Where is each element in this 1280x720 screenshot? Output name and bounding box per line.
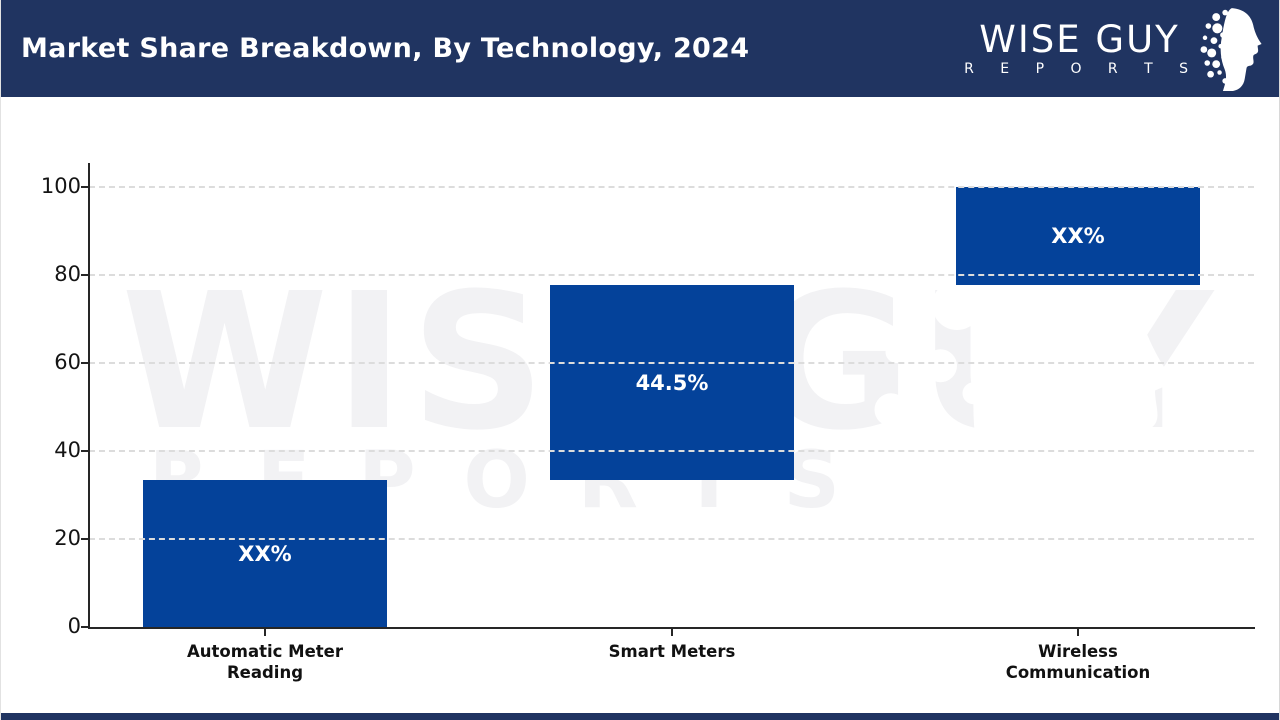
x-category-label-3: Wireless Communication	[1005, 642, 1151, 683]
logo-sub: R E P O R T S	[964, 61, 1199, 77]
bar-2[interactable]	[550, 284, 794, 481]
gridline-80	[89, 274, 1254, 276]
y-tick-label-100: 100	[40, 174, 81, 198]
y-tick-label-0: 0	[67, 614, 81, 638]
header-bar: Market Share Breakdown, By Technology, 2…	[1, 0, 1279, 97]
y-tick-label-40: 40	[54, 438, 81, 462]
gridline-60	[89, 362, 1254, 364]
bar-value-label-2: 44.5%	[635, 370, 709, 395]
gridline-40	[89, 450, 1254, 452]
x-tick-2	[671, 629, 673, 636]
gridline-100	[89, 186, 1254, 188]
y-tick-60	[81, 362, 88, 364]
y-tick-40	[81, 450, 88, 452]
y-axis-line	[88, 163, 90, 629]
logo-name: WISE GUY	[979, 18, 1180, 61]
page-title: Market Share Breakdown, By Technology, 2…	[21, 33, 750, 64]
bar-3[interactable]	[956, 187, 1200, 285]
y-tick-label-20: 20	[54, 526, 81, 550]
y-tick-20	[81, 538, 88, 540]
y-tick-100	[81, 186, 88, 188]
bar-value-label-3: XX%	[1051, 223, 1105, 248]
gridline-20	[89, 538, 1254, 540]
chart-area: WISE GUY REPORTS 020406080100XX%Automati…	[1, 97, 1279, 713]
y-tick-label-60: 60	[54, 350, 81, 374]
y-tick-label-80: 80	[54, 262, 81, 286]
x-axis-line	[88, 627, 1255, 629]
bar-1[interactable]	[143, 480, 387, 627]
wiseguy-logo: WISE GUY R E P O R T S	[960, 6, 1273, 92]
bar-value-label-1: XX%	[238, 541, 292, 566]
y-tick-0	[81, 626, 88, 628]
footer-bar	[1, 713, 1279, 720]
logo-face-icon	[1200, 8, 1262, 91]
x-category-label-2: Smart Meters	[608, 642, 736, 661]
logo-text: WISE GUY R E P O R T S	[960, 21, 1199, 77]
y-tick-80	[81, 274, 88, 276]
x-category-label-1: Automatic Meter Reading	[187, 642, 343, 683]
x-tick-3	[1077, 629, 1079, 636]
x-tick-1	[264, 629, 266, 636]
